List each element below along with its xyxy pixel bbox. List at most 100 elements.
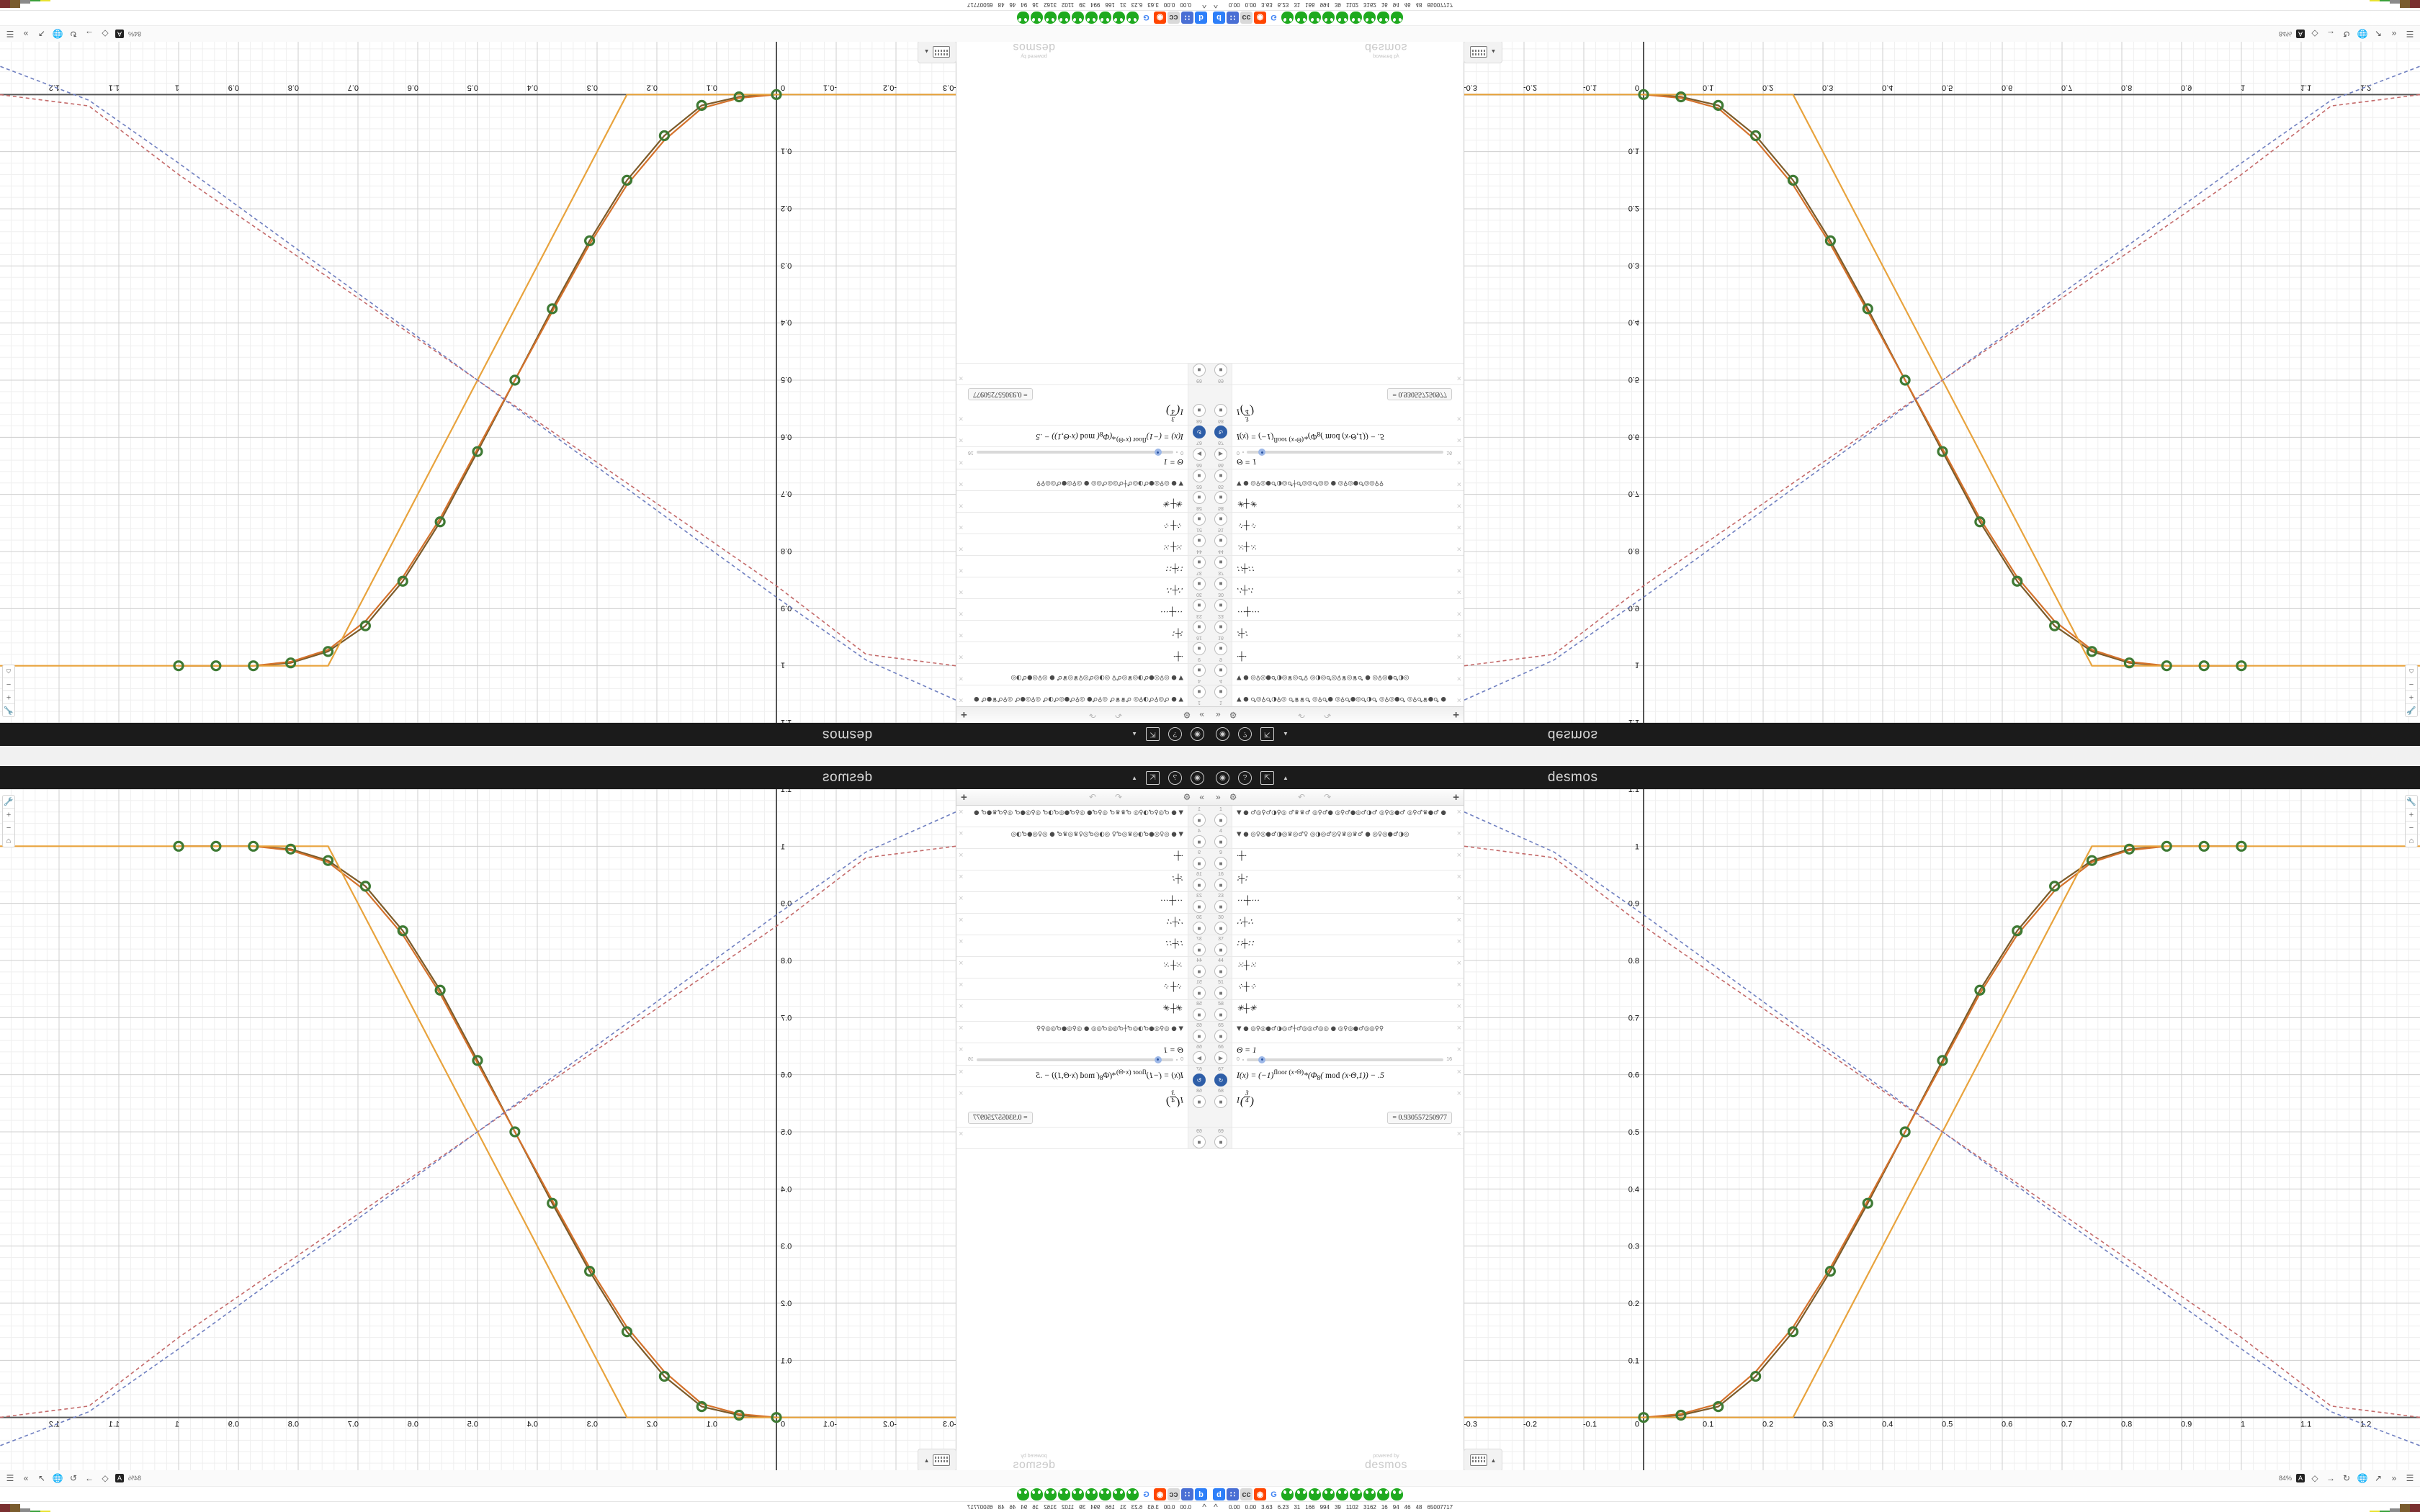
expression-list[interactable]: 1 ■ ▼ ● ♂◎♀♂◑♀◎ ♂♛♛♂ ◎♀♂● ◎♀♂●◎♂◑♂ ◎♀◎●♂ ◎… xyxy=(956,37,1210,706)
expression-row[interactable]: 16 ■ ∶┼∶ × xyxy=(956,620,1210,642)
quadrant-bottom-right[interactable]: ◉ ? ⇱ ▲ desmos » ⚙ xyxy=(1210,756,2420,1512)
expression-content[interactable]: ∷┼∷ × xyxy=(1232,556,1464,577)
expression-content[interactable]: × xyxy=(1232,1128,1464,1148)
graph-canvas[interactable]: -0.3 -0.2 -0.1 0.1 0.2 0.3 0.4 0.5 0.6 0.7 0.8 0.9 1… xyxy=(1464,789,2420,1475)
alien-icon[interactable] xyxy=(1350,12,1362,24)
alien-icon[interactable] xyxy=(1017,12,1029,24)
alien-icon[interactable] xyxy=(1391,1488,1403,1500)
home-icon[interactable]: ⌂ xyxy=(6,667,12,676)
help-icon[interactable]: ? xyxy=(1238,727,1252,742)
color-swatch-icon[interactable]: ■ xyxy=(1214,943,1227,956)
chevron-up-icon[interactable]: ^ xyxy=(1214,1502,1218,1512)
expression-row[interactable]: 69 ■ × xyxy=(956,362,1210,384)
expression-row[interactable]: 1 ■ ▼ ● ♂◎♀♂◑♀◎ ♂♛♛♂ ◎♀♂● ◎♀♂●◎♂◑♂ ◎♀◎●♂ ◎… xyxy=(1210,806,1464,827)
cc-icon[interactable]: cc xyxy=(1240,12,1252,24)
data-point[interactable] xyxy=(509,374,521,386)
evaluation-expression[interactable]: I (3 4) xyxy=(1166,404,1183,423)
data-point[interactable] xyxy=(547,1197,558,1209)
delete-expression-button[interactable]: × xyxy=(1456,1002,1461,1011)
collapse-icon[interactable]: » xyxy=(1199,710,1204,720)
bookmark-star-icon[interactable]: ◇ xyxy=(102,29,109,39)
color-swatch-icon[interactable]: ■ xyxy=(1214,900,1227,913)
share-icon[interactable]: ⇱ xyxy=(1146,770,1160,785)
globe-icon[interactable]: 🌐 xyxy=(52,29,63,39)
expression-content[interactable]: ∶┼∶ × xyxy=(1232,621,1464,642)
quadrant-top-left[interactable]: ◉ ? ⇱ ▲ desmos » ⚙ xyxy=(0,0,1210,756)
math-expression[interactable]: ⁙┼⁙ xyxy=(1237,961,1257,970)
color-swatch-icon[interactable]: ■ xyxy=(1193,922,1206,935)
globe-icon[interactable]: 🌐 xyxy=(2357,29,2368,39)
data-point[interactable] xyxy=(509,1126,521,1138)
alien-icon[interactable] xyxy=(1099,12,1111,24)
expression-content[interactable]: I(x) = (−1)floor (x·Θ)*(Φ8( mod (x·Θ,1))… xyxy=(956,1066,1188,1086)
expression-row[interactable]: 4 ■ ▼ ● ◎♀◎●♂◑◎♛◎♂♀ ◎◑◎♂◎♀♛◎♛♂ ● ◎♀◎●♂◑◎ × xyxy=(1210,827,1464,849)
data-point[interactable] xyxy=(2198,660,2210,672)
graph-zoom-controls[interactable]: 🔧 + − ⌂ xyxy=(2,795,15,847)
data-point[interactable] xyxy=(696,1400,707,1413)
delete-expression-button[interactable]: × xyxy=(1456,674,1461,683)
data-point[interactable] xyxy=(248,660,259,672)
expression-row[interactable]: 51 ■ ⁘┼⁘ × xyxy=(1210,978,1464,1000)
math-expression[interactable]: ⁘┼⁘ xyxy=(1163,521,1183,529)
apps-grid-icon[interactable]: ∷ xyxy=(1227,1488,1239,1500)
expression-content[interactable]: ∷┼∷ × xyxy=(956,556,1188,577)
math-expression[interactable]: ∷┼∷ xyxy=(1237,564,1253,572)
expression-row[interactable]: 68 ■ I (3 4) = 0.930557250977 × xyxy=(1210,384,1464,425)
home-icon[interactable]: ⌂ xyxy=(2408,667,2414,676)
expression-row[interactable]: 1 ■ ▼ ● ♂◎♀♂◑♀◎ ♂♛♛♂ ◎♀♂● ◎♀♂●◎♂◑♂ ◎♀◎●♂ ◎… xyxy=(956,806,1210,827)
home-icon[interactable]: ⌂ xyxy=(6,836,12,845)
data-point[interactable] xyxy=(658,1370,670,1382)
translate-icon[interactable]: A xyxy=(2295,1474,2305,1482)
data-point[interactable] xyxy=(1974,984,1986,996)
alien-icon[interactable] xyxy=(1085,12,1098,24)
expression-content[interactable]: ▼ ● ♂◎♀♂◑♀◎ ♂♛♛♂ ◎♀♂● ◎♀♂●◎♂◑♂ ◎♀◎●♂ ◎♀♂… xyxy=(956,806,1188,827)
color-swatch-icon[interactable]: ■ xyxy=(1193,556,1206,569)
expression-row[interactable]: 16 ■ ∶┼∶ × xyxy=(1210,870,1464,892)
google-icon[interactable]: G xyxy=(1140,12,1152,24)
alien-icon[interactable] xyxy=(1031,1488,1043,1500)
expression-row[interactable]: 44 ■ ⁙┼⁙ × xyxy=(956,534,1210,555)
expression-content[interactable]: ▼ ● ♂◎♀♂◑♀◎ ♂♛♛♂ ◎♀♂● ◎♀♂●◎♂◑♂ ◎♀◎●♂ ◎♀♂… xyxy=(1232,685,1464,706)
expression-content[interactable]: ⋯┼⋯ × xyxy=(1232,599,1464,620)
expression-row[interactable]: 9 ■ ·┼· × xyxy=(1210,642,1464,663)
reddit-icon[interactable]: ◉ xyxy=(1254,12,1266,24)
color-swatch-icon[interactable]: ■ xyxy=(1193,835,1206,848)
data-point[interactable] xyxy=(472,446,483,457)
caret-down-icon[interactable]: ▲ xyxy=(1283,774,1289,781)
curve-style-icon[interactable]: ↻ xyxy=(1214,1074,1227,1086)
zoom-level-label[interactable]: 84% xyxy=(128,30,142,37)
color-swatch-icon[interactable]: ■ xyxy=(1193,1008,1206,1021)
data-point[interactable] xyxy=(1899,374,1911,386)
expression-content[interactable]: Θ = 1 0 16 × xyxy=(956,1043,1188,1065)
expression-content[interactable]: ▼ ● ◎♀◎●♂◑◎♛◎♂♀ ◎◑◎♂◎♀♛◎♛♂ ● ◎♀◎●♂◑◎ × xyxy=(956,827,1188,848)
delete-expression-button[interactable]: × xyxy=(1456,609,1461,618)
delete-expression-button[interactable]: × xyxy=(1456,808,1461,816)
data-point[interactable] xyxy=(397,575,408,587)
chevrons-right-icon[interactable]: » xyxy=(2391,1473,2397,1483)
color-swatch-icon[interactable]: ■ xyxy=(1193,685,1206,698)
alien-icon[interactable] xyxy=(1377,1488,1389,1500)
keyboard-toggle-button[interactable]: ▲ xyxy=(1464,1449,1502,1472)
reload-icon[interactable]: ↻ xyxy=(2342,29,2351,39)
forward-arrow-icon[interactable]: → xyxy=(2326,29,2335,39)
delete-expression-button[interactable]: × xyxy=(1456,873,1461,881)
menu-icon[interactable]: ☰ xyxy=(2406,1473,2414,1483)
data-point[interactable] xyxy=(472,1055,483,1066)
browser-navigation-bar[interactable]: 84% A ◇ → ↻ 🌐 ↗ » ☰ xyxy=(0,1470,1210,1486)
data-point[interactable] xyxy=(733,91,745,103)
expression-content[interactable]: ▼ ● ◎♀◎●♂◑◎♛◎♂♀ ◎◑◎♂◎♀♛◎♛♂ ● ◎♀◎●♂◑◎ × xyxy=(956,664,1188,685)
expression-row[interactable]: 51 ■ ⁘┼⁘ × xyxy=(956,512,1210,534)
data-point[interactable] xyxy=(2086,646,2098,657)
alien-icon[interactable] xyxy=(1377,12,1389,24)
expression-pane[interactable]: » ⚙ ↶ ↷ + 1 ■ ▼ ● ♂◎♀♂◑♀◎ ♂♛♛♂ ◎♀♂● ◎ xyxy=(956,37,1210,723)
share-icon[interactable]: ⇱ xyxy=(1260,727,1274,742)
expression-row[interactable]: 68 ■ I (3 4) = 0.930557250977 × xyxy=(1210,1087,1464,1128)
share-icon[interactable]: ↗ xyxy=(2374,29,2383,39)
color-swatch-icon[interactable]: ■ xyxy=(1193,1095,1206,1108)
expression-content[interactable]: ⁙┼⁙ × xyxy=(1232,534,1464,555)
expression-row[interactable]: 69 ■ × xyxy=(956,1128,1210,1150)
color-swatch-icon[interactable]: ■ xyxy=(1193,965,1206,978)
expression-row[interactable]: 9 ■ ·┼· × xyxy=(956,849,1210,870)
data-point[interactable] xyxy=(2049,620,2061,631)
expression-content[interactable]: × xyxy=(956,364,1188,384)
